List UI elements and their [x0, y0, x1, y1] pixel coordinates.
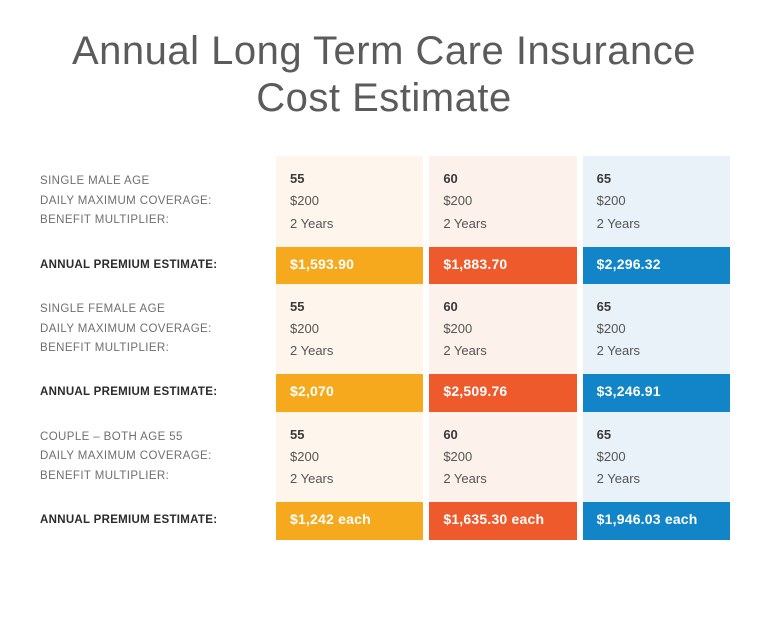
- age-value: 55: [290, 296, 409, 318]
- coverage-value: $200: [443, 190, 562, 212]
- age-value: 60: [443, 424, 562, 446]
- multiplier-value: 2 Years: [597, 468, 716, 490]
- cost-table: SINGLE MALE AGEDAILY MAXIMUM COVERAGE:BE…: [38, 156, 730, 539]
- data-cell: 65$2002 Years: [583, 284, 730, 374]
- premium-label: ANNUAL PREMIUM ESTIMATE:: [38, 502, 270, 540]
- premium-value: $1,883.70: [429, 247, 576, 285]
- row-labels: SINGLE FEMALE AGEDAILY MAXIMUM COVERAGE:…: [38, 284, 270, 374]
- age-value: 60: [443, 168, 562, 190]
- multiplier-value: 2 Years: [443, 340, 562, 362]
- data-cell: 55$2002 Years: [276, 284, 423, 374]
- data-cell: 55$2002 Years: [276, 156, 423, 246]
- premium-value: $2,070: [276, 374, 423, 412]
- premium-label: ANNUAL PREMIUM ESTIMATE:: [38, 374, 270, 412]
- multiplier-value: 2 Years: [597, 213, 716, 235]
- multiplier-value: 2 Years: [443, 213, 562, 235]
- data-cell: 60$2002 Years: [429, 156, 576, 246]
- premium-value: $1,946.03 each: [583, 502, 730, 540]
- multiplier-value: 2 Years: [290, 468, 409, 490]
- page-title: Annual Long Term Care Insurance Cost Est…: [38, 28, 730, 122]
- data-cell: 60$2002 Years: [429, 284, 576, 374]
- age-value: 65: [597, 424, 716, 446]
- coverage-value: $200: [597, 318, 716, 340]
- age-value: 65: [597, 296, 716, 318]
- multiplier-value: 2 Years: [443, 468, 562, 490]
- multiplier-value: 2 Years: [290, 213, 409, 235]
- coverage-value: $200: [443, 446, 562, 468]
- data-cell: 55$2002 Years: [276, 412, 423, 502]
- coverage-value: $200: [290, 190, 409, 212]
- age-value: 65: [597, 168, 716, 190]
- data-cell: 65$2002 Years: [583, 156, 730, 246]
- multiplier-value: 2 Years: [290, 340, 409, 362]
- coverage-value: $200: [290, 318, 409, 340]
- age-value: 60: [443, 296, 562, 318]
- coverage-value: $200: [597, 190, 716, 212]
- coverage-value: $200: [597, 446, 716, 468]
- data-cell: 60$2002 Years: [429, 412, 576, 502]
- multiplier-value: 2 Years: [597, 340, 716, 362]
- coverage-value: $200: [290, 446, 409, 468]
- row-labels: COUPLE – BOTH AGE 55DAILY MAXIMUM COVERA…: [38, 412, 270, 502]
- premium-value: $3,246.91: [583, 374, 730, 412]
- premium-value: $1,635.30 each: [429, 502, 576, 540]
- premium-value: $1,242 each: [276, 502, 423, 540]
- age-value: 55: [290, 168, 409, 190]
- premium-value: $2,509.76: [429, 374, 576, 412]
- row-labels: SINGLE MALE AGEDAILY MAXIMUM COVERAGE:BE…: [38, 156, 270, 246]
- premium-label: ANNUAL PREMIUM ESTIMATE:: [38, 247, 270, 285]
- data-cell: 65$2002 Years: [583, 412, 730, 502]
- premium-value: $1,593.90: [276, 247, 423, 285]
- premium-value: $2,296.32: [583, 247, 730, 285]
- age-value: 55: [290, 424, 409, 446]
- coverage-value: $200: [443, 318, 562, 340]
